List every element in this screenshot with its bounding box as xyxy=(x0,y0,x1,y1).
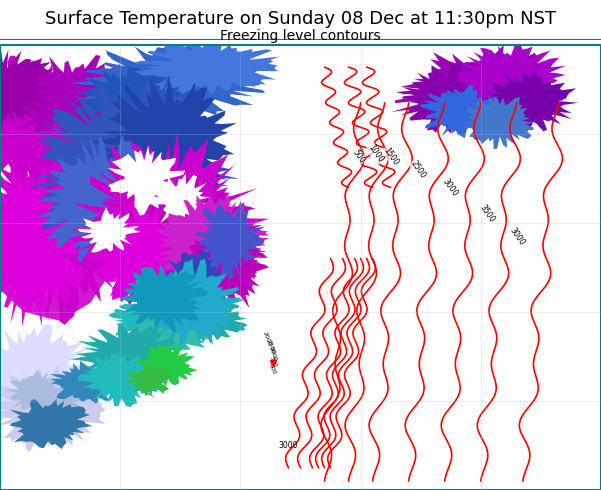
Text: 1000: 1000 xyxy=(367,144,385,165)
Polygon shape xyxy=(137,343,197,389)
Text: 2000: 2000 xyxy=(261,330,271,347)
Polygon shape xyxy=(188,208,234,256)
Text: 600: 600 xyxy=(268,363,276,375)
Polygon shape xyxy=(108,298,195,342)
Text: 3000: 3000 xyxy=(441,177,459,198)
Text: 500: 500 xyxy=(351,147,367,165)
Text: 2500: 2500 xyxy=(266,339,275,355)
Polygon shape xyxy=(195,201,265,281)
Polygon shape xyxy=(127,313,210,354)
Text: 3000: 3000 xyxy=(508,226,526,247)
Text: Freezing level contours: Freezing level contours xyxy=(220,29,381,43)
Polygon shape xyxy=(154,194,269,297)
Polygon shape xyxy=(456,43,566,120)
Polygon shape xyxy=(185,222,269,308)
Text: Surface Temperature on Sunday 08 Dec at 11:30pm NST: Surface Temperature on Sunday 08 Dec at … xyxy=(45,10,556,28)
Polygon shape xyxy=(148,173,210,228)
Polygon shape xyxy=(5,371,63,415)
Polygon shape xyxy=(478,70,579,135)
Text: 1500: 1500 xyxy=(382,146,400,167)
Polygon shape xyxy=(4,55,147,142)
Polygon shape xyxy=(119,269,242,335)
Polygon shape xyxy=(133,39,279,96)
Polygon shape xyxy=(139,259,246,346)
Text: 3500: 3500 xyxy=(478,203,496,224)
Text: 500: 500 xyxy=(269,355,278,368)
Polygon shape xyxy=(0,120,148,325)
Polygon shape xyxy=(391,63,515,133)
Polygon shape xyxy=(174,300,248,343)
Polygon shape xyxy=(70,67,193,131)
Polygon shape xyxy=(38,384,83,418)
Polygon shape xyxy=(395,45,562,132)
Polygon shape xyxy=(91,75,237,212)
Polygon shape xyxy=(26,73,240,269)
Polygon shape xyxy=(34,134,180,264)
Polygon shape xyxy=(78,352,165,407)
Polygon shape xyxy=(0,56,125,193)
Polygon shape xyxy=(419,85,507,138)
Polygon shape xyxy=(120,264,208,332)
Polygon shape xyxy=(0,324,106,436)
Polygon shape xyxy=(71,40,267,119)
Text: 3000: 3000 xyxy=(267,346,277,363)
Polygon shape xyxy=(0,365,106,452)
Polygon shape xyxy=(69,132,269,313)
Text: 2500: 2500 xyxy=(409,159,427,180)
Polygon shape xyxy=(50,361,121,403)
Polygon shape xyxy=(166,250,222,305)
Polygon shape xyxy=(118,177,268,310)
Polygon shape xyxy=(0,41,59,136)
Polygon shape xyxy=(108,146,185,216)
Polygon shape xyxy=(93,204,212,316)
Polygon shape xyxy=(70,324,189,388)
Polygon shape xyxy=(128,362,172,396)
Polygon shape xyxy=(462,96,535,149)
Polygon shape xyxy=(0,134,132,321)
Polygon shape xyxy=(0,165,92,327)
Text: 3000: 3000 xyxy=(279,441,298,450)
Polygon shape xyxy=(10,399,93,449)
Polygon shape xyxy=(78,207,141,252)
